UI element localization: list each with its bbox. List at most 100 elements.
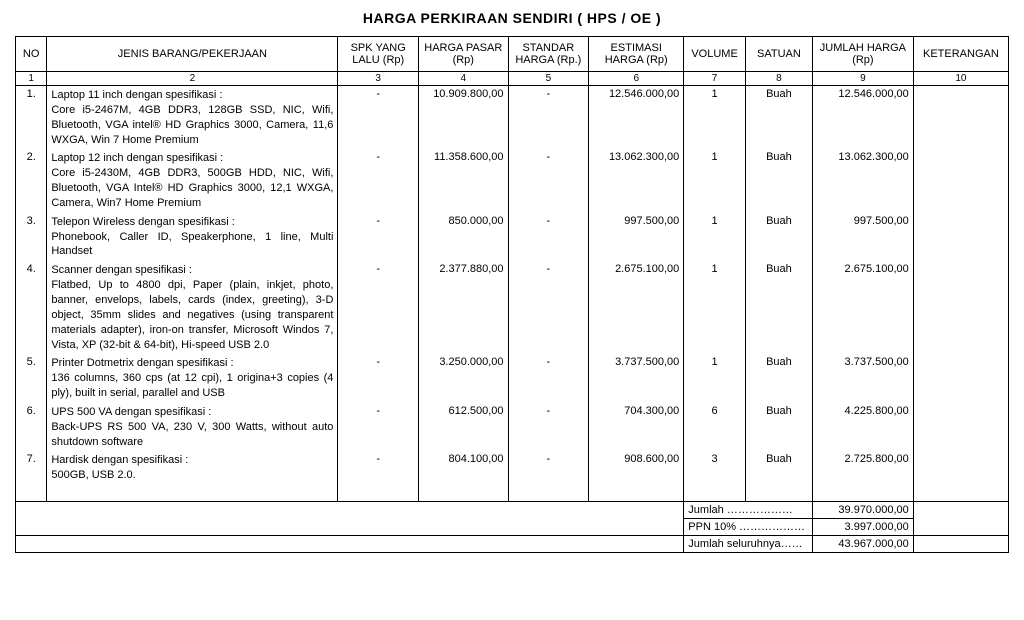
spacer-cell [338,485,419,502]
cell-vol: 1 [684,213,746,262]
summary-label: Jumlah [684,502,813,519]
cell-std: - [508,354,589,403]
spacer-cell [813,485,914,502]
cell-spk: - [338,261,419,354]
hdr-no: NO [16,37,47,72]
cell-ket [913,403,1008,452]
table-body: 1.Laptop 11 inch dengan spesifikasi :Cor… [16,86,1009,553]
spacer-cell [745,485,812,502]
colnum: 3 [338,72,419,86]
hdr-vol: VOLUME [684,37,746,72]
cell-est: 908.600,00 [589,451,684,485]
summary-total-row: Jumlah seluruhnya43.967.000,00 [16,536,1009,553]
table-row: 3.Telepon Wireless dengan spesifikasi :P… [16,213,1009,262]
cell-spk: - [338,149,419,212]
column-number-row: 1 2 3 4 5 6 7 8 9 10 [16,72,1009,86]
page-title: HARGA PERKIRAAN SENDIRI ( HPS / OE ) [15,10,1009,26]
table-row: 2.Laptop 12 inch dengan spesifikasi :Cor… [16,149,1009,212]
summary-label: Jumlah seluruhnya [684,536,813,553]
spacer-cell [47,485,338,502]
cell-spk: - [338,451,419,485]
cell-jml: 2.725.800,00 [813,451,914,485]
spacer-cell [419,485,509,502]
cell-sat: Buah [745,403,812,452]
cell-pasar: 11.358.600,00 [419,149,509,212]
cell-desc: Telepon Wireless dengan spesifikasi :Pho… [47,213,338,262]
summary-blank [16,536,684,553]
cell-pasar: 2.377.880,00 [419,261,509,354]
cell-ket [913,354,1008,403]
cell-sat: Buah [745,261,812,354]
cell-sat: Buah [745,213,812,262]
cell-no: 6. [16,403,47,452]
cell-desc: Laptop 11 inch dengan spesifikasi :Core … [47,86,338,150]
cell-ket [913,451,1008,485]
summary-value: 3.997.000,00 [813,519,914,536]
cell-jml: 13.062.300,00 [813,149,914,212]
cell-std: - [508,451,589,485]
table-row: 1.Laptop 11 inch dengan spesifikasi :Cor… [16,86,1009,150]
cell-vol: 1 [684,261,746,354]
summary-value: 43.967.000,00 [813,536,914,553]
colnum: 10 [913,72,1008,86]
spacer-cell [589,485,684,502]
cell-std: - [508,261,589,354]
hdr-ket: KETERANGAN [913,37,1008,72]
hdr-std: STANDAR HARGA (Rp.) [508,37,589,72]
cell-vol: 1 [684,86,746,150]
summary-row: Jumlah39.970.000,00 [16,502,1009,519]
cell-desc: UPS 500 VA dengan spesifikasi :Back-UPS … [47,403,338,452]
colnum: 7 [684,72,746,86]
table-row: 5.Printer Dotmetrix dengan spesifikasi :… [16,354,1009,403]
cell-std: - [508,213,589,262]
cell-est: 12.546.000,00 [589,86,684,150]
cell-desc: Printer Dotmetrix dengan spesifikasi :13… [47,354,338,403]
cell-vol: 6 [684,403,746,452]
table-row: 4.Scanner dengan spesifikasi :Flatbed, U… [16,261,1009,354]
cell-spk: - [338,354,419,403]
hdr-pasar: HARGA PASAR (Rp) [419,37,509,72]
hdr-est: ESTIMASI HARGA (Rp) [589,37,684,72]
header-row: NO JENIS BARANG/PEKERJAAN SPK YANG LALU … [16,37,1009,72]
colnum: 4 [419,72,509,86]
cell-jml: 3.737.500,00 [813,354,914,403]
cell-ket [913,213,1008,262]
cell-spk: - [338,86,419,150]
cell-sat: Buah [745,149,812,212]
colnum: 9 [813,72,914,86]
cell-std: - [508,149,589,212]
cell-ket [913,261,1008,354]
colnum: 6 [589,72,684,86]
cell-ket [913,149,1008,212]
summary-value: 39.970.000,00 [813,502,914,519]
cell-no: 4. [16,261,47,354]
spacer-cell [684,485,746,502]
cell-vol: 1 [684,354,746,403]
hdr-spk: SPK YANG LALU (Rp) [338,37,419,72]
cell-est: 13.062.300,00 [589,149,684,212]
hdr-sat: SATUAN [745,37,812,72]
table-row: 6.UPS 500 VA dengan spesifikasi :Back-UP… [16,403,1009,452]
cell-jml: 4.225.800,00 [813,403,914,452]
cell-ket [913,86,1008,150]
cell-sat: Buah [745,451,812,485]
cell-no: 3. [16,213,47,262]
cell-no: 2. [16,149,47,212]
cell-spk: - [338,403,419,452]
cell-pasar: 612.500,00 [419,403,509,452]
spacer-cell [913,485,1008,502]
cell-sat: Buah [745,354,812,403]
cell-sat: Buah [745,86,812,150]
colnum: 1 [16,72,47,86]
colnum: 2 [47,72,338,86]
cell-no: 7. [16,451,47,485]
summary-label: PPN 10% [684,519,813,536]
colnum: 8 [745,72,812,86]
cell-vol: 1 [684,149,746,212]
spacer-cell [508,485,589,502]
cell-pasar: 10.909.800,00 [419,86,509,150]
cell-std: - [508,403,589,452]
cell-est: 2.675.100,00 [589,261,684,354]
summary-ket [913,536,1008,553]
cell-spk: - [338,213,419,262]
